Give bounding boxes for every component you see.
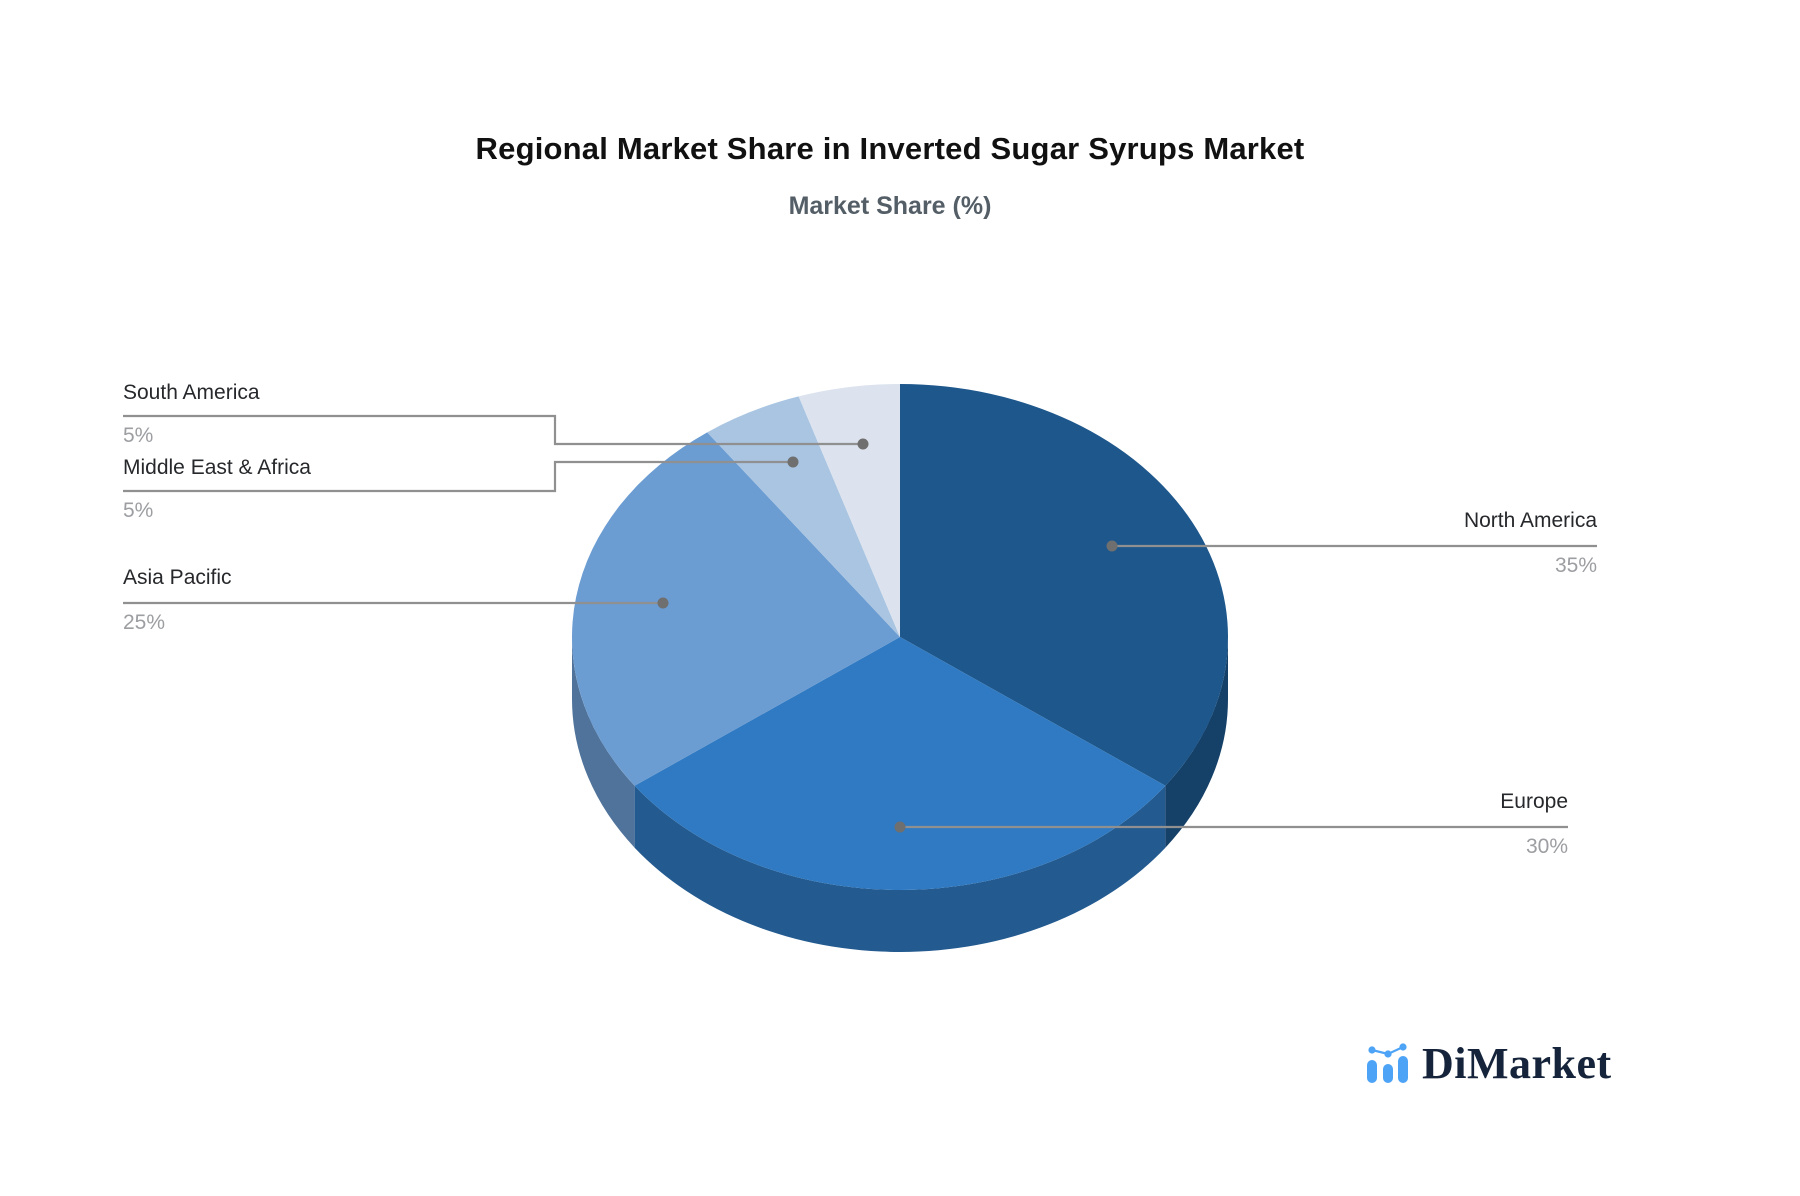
callout-label-north-america: North America [1463, 509, 1597, 532]
dimarket-logo-icon [1367, 1043, 1408, 1083]
dimarket-logo: DiMarket [1363, 1041, 1612, 1087]
callout-dot-europe [894, 821, 906, 833]
callout-pct-asia-pacific: 25% [123, 611, 166, 634]
pie-slice-north-america[interactable] [900, 384, 1228, 786]
pie-slice-side-europe [634, 785, 1166, 952]
callout-label-europe: Europe [1500, 790, 1568, 813]
callout-label-middle-east-africa: Middle East & Africa [123, 456, 311, 479]
callout-pct-north-america: 35% [1554, 554, 1597, 577]
callout-pct-south-america: 5% [123, 424, 154, 447]
pie-slice-side-north-america [1165, 637, 1228, 848]
chart-subtitle: Market Share (%) [788, 192, 992, 220]
callout-label-south-america: South America [123, 381, 260, 404]
callout-label-asia-pacific: Asia Pacific [123, 566, 232, 589]
callout-dot-north-america [1106, 540, 1118, 552]
callout-line-middle-east-africa [123, 460, 793, 493]
callout-pct-middle-east-africa: 5% [123, 499, 154, 522]
pie-slice-middle-east-africa[interactable] [707, 396, 900, 637]
pie-slice-south-america[interactable] [798, 384, 900, 637]
chart-title: Regional Market Share in Inverted Sugar … [475, 131, 1305, 166]
pie-slice-asia-pacific[interactable] [572, 432, 900, 786]
callout-dot-asia-pacific [657, 597, 669, 609]
callout-line-south-america [123, 414, 863, 446]
callout-dot-south-america [857, 438, 869, 450]
callout-pct-europe: 30% [1525, 835, 1568, 858]
dimarket-logo-text: DiMarket [1422, 1039, 1612, 1088]
pie-slice-side-asia-pacific [572, 637, 635, 848]
callout-dot-middle-east-africa [787, 456, 799, 468]
